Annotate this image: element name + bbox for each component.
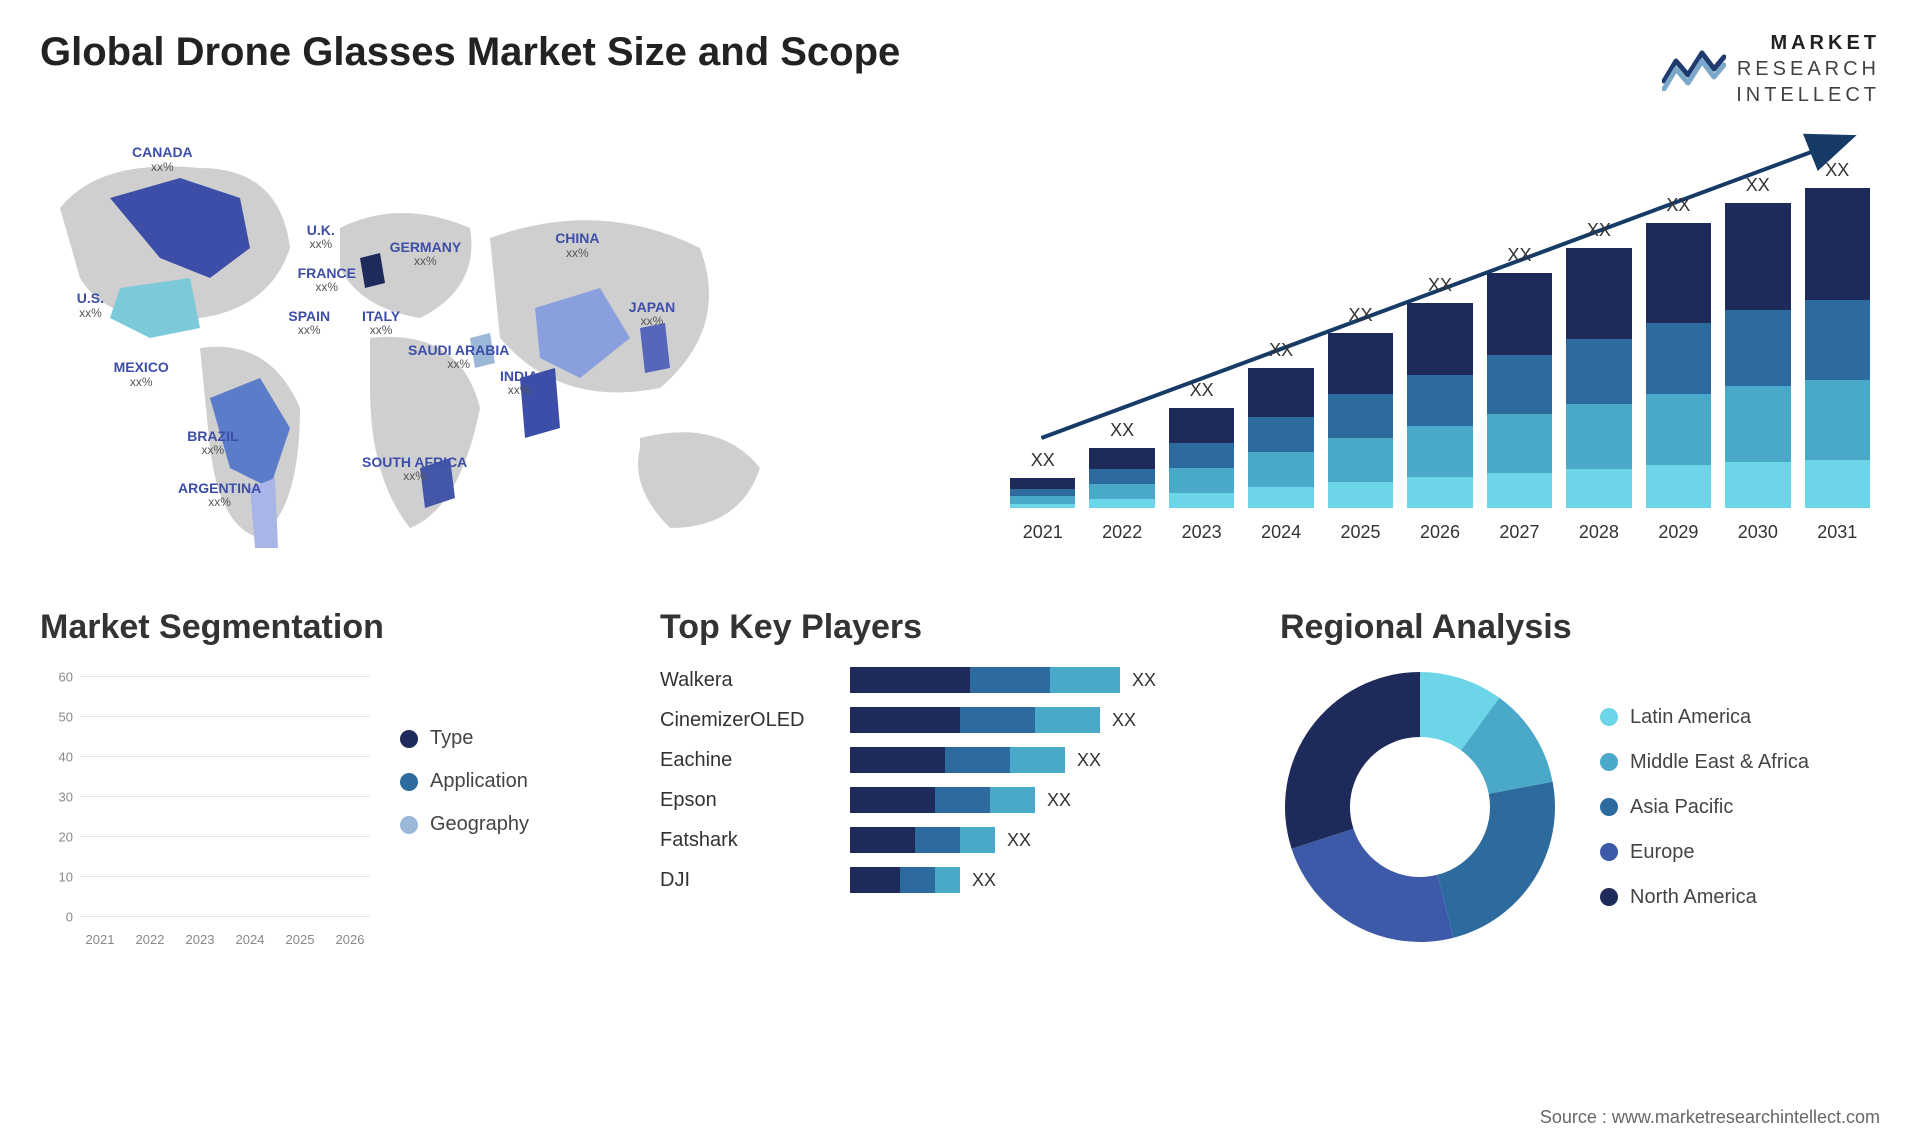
regional-title: Regional Analysis — [1280, 608, 1880, 647]
main-xlabel-2030: 2030 — [1725, 522, 1790, 543]
kp-row-cinemizeroled: CinemizerOLEDXX — [660, 707, 1220, 733]
seg-legend-application: Application — [400, 770, 529, 793]
main-bar-2028: XX — [1566, 248, 1631, 508]
brand-logo: MARKET RESEARCH INTELLECT — [1662, 30, 1880, 108]
regional-legend: Latin America Middle East & Africa Asia Pa… — [1600, 706, 1809, 909]
kp-row-dji: DJIXX — [660, 867, 1220, 893]
seg-legend-geography: Geography — [400, 813, 529, 836]
kp-row-eachine: EachineXX — [660, 747, 1220, 773]
map-label-germany: GERMANYxx% — [390, 240, 462, 269]
source-attribution: Source : www.marketresearchintellect.com — [1540, 1107, 1880, 1128]
keyplayers-chart: WalkeraXX CinemizerOLEDXX EachineXX EpsonXX… — [660, 667, 1220, 893]
map-label-saudi-arabia: SAUDI ARABIAxx% — [408, 343, 509, 372]
main-xlabel-2031: 2031 — [1805, 522, 1870, 543]
main-bar-2023: XX — [1169, 408, 1234, 508]
main-growth-chart: XXXXXXXXXXXXXXXXXXXXXX 20212022202320242… — [1000, 128, 1880, 558]
map-label-mexico: MEXICOxx% — [114, 360, 169, 389]
segmentation-legend: Type Application Geography — [400, 667, 529, 947]
map-label-italy: ITALYxx% — [362, 309, 400, 338]
logo-line-1: MARKET — [1736, 30, 1880, 56]
donut-slice-north-america — [1285, 672, 1420, 849]
seg-legend-type: Type — [400, 727, 529, 750]
reg-legend-north-america: North America — [1600, 886, 1809, 909]
kp-row-walkera: WalkeraXX — [660, 667, 1220, 693]
main-bar-2029: XX — [1646, 223, 1711, 508]
reg-legend-middle-east-africa: Middle East & Africa — [1600, 751, 1809, 774]
reg-legend-asia-pacific: Asia Pacific — [1600, 796, 1809, 819]
map-label-u.k.: U.K.xx% — [307, 223, 335, 252]
page-title: Global Drone Glasses Market Size and Sco… — [40, 30, 900, 75]
map-label-spain: SPAINxx% — [288, 309, 330, 338]
map-label-south-africa: SOUTH AFRICAxx% — [362, 455, 467, 484]
main-bar-2027: XX — [1487, 273, 1552, 508]
main-bar-2022: XX — [1089, 448, 1154, 508]
map-label-brazil: BRAZILxx% — [187, 429, 238, 458]
main-bar-2025: XX — [1328, 333, 1393, 508]
map-label-india: INDIAxx% — [500, 369, 538, 398]
main-bar-2026: XX — [1407, 303, 1472, 508]
map-label-china: CHINAxx% — [555, 231, 599, 260]
logo-line-3: INTELLECT — [1736, 82, 1880, 108]
main-xlabel-2028: 2028 — [1566, 522, 1631, 543]
main-xlabel-2021: 2021 — [1010, 522, 1075, 543]
main-xlabel-2024: 2024 — [1248, 522, 1313, 543]
map-label-france: FRANCExx% — [298, 266, 356, 295]
main-bar-2024: XX — [1248, 368, 1313, 508]
main-bar-2021: XX — [1010, 478, 1075, 508]
kp-row-fatshark: FatsharkXX — [660, 827, 1220, 853]
world-map: CANADAxx% U.S.xx% MEXICOxx% BRAZILxx% ARGENT… — [40, 128, 960, 558]
reg-legend-europe: Europe — [1600, 841, 1809, 864]
map-label-japan: JAPANxx% — [629, 300, 675, 329]
map-label-argentina: ARGENTINAxx% — [178, 481, 261, 510]
main-xlabel-2026: 2026 — [1407, 522, 1472, 543]
donut-slice-europe — [1292, 829, 1454, 942]
main-xlabel-2027: 2027 — [1487, 522, 1552, 543]
main-bar-2030: XX — [1725, 203, 1790, 508]
segmentation-title: Market Segmentation — [40, 608, 600, 647]
main-bar-2031: XX — [1805, 188, 1870, 508]
keyplayers-title: Top Key Players — [660, 608, 1220, 647]
main-xlabel-2029: 2029 — [1646, 522, 1711, 543]
main-xlabel-2022: 2022 — [1089, 522, 1154, 543]
logo-icon — [1662, 47, 1726, 91]
main-xlabel-2023: 2023 — [1169, 522, 1234, 543]
kp-row-epson: EpsonXX — [660, 787, 1220, 813]
donut-slice-asia-pacific — [1437, 782, 1555, 938]
reg-legend-latin-america: Latin America — [1600, 706, 1809, 729]
main-xlabel-2025: 2025 — [1328, 522, 1393, 543]
map-label-canada: CANADAxx% — [132, 145, 193, 174]
map-label-u.s.: U.S.xx% — [77, 291, 104, 320]
segmentation-chart: 0102030405060 202120222023202420252026 — [40, 667, 370, 947]
regional-donut — [1280, 667, 1560, 947]
logo-line-2: RESEARCH — [1736, 56, 1880, 82]
